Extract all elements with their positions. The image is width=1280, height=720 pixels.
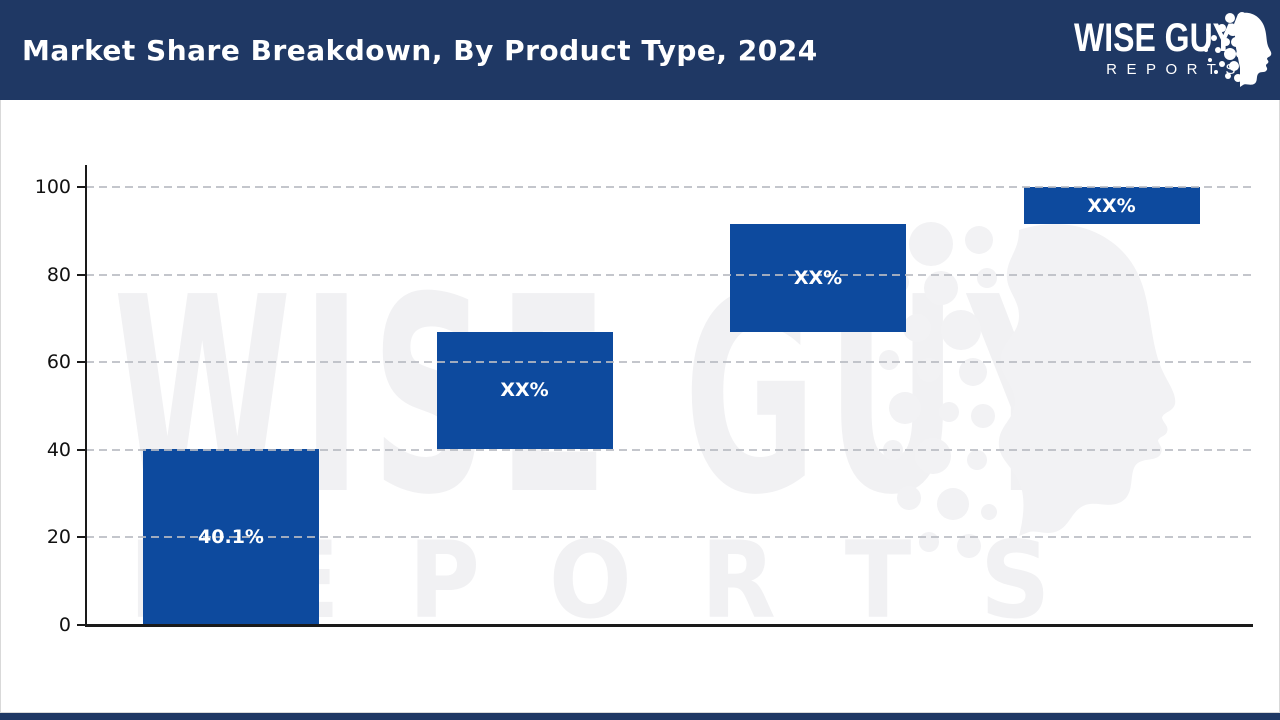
logo-face-icon bbox=[1204, 12, 1272, 87]
y-tick-label-100: 100 bbox=[34, 176, 71, 198]
bar-sweet-crackers bbox=[436, 331, 613, 450]
gridline-60 bbox=[86, 361, 1253, 364]
gridline-20 bbox=[86, 536, 1253, 539]
wise-guy-reports-logo: WISE GUY REPORTS bbox=[1032, 8, 1272, 92]
chart-canvas: WISE GUY R E P O R T S 0 20 40 60 80 100 40.1%… bbox=[0, 100, 1280, 713]
y-axis-line bbox=[85, 165, 87, 626]
bar-dried-fruit-crackers bbox=[1023, 187, 1200, 225]
y-tick-40 bbox=[77, 448, 85, 451]
x-axis-line bbox=[85, 624, 1253, 627]
logo-text: WISE GUY REPORTS bbox=[1074, 18, 1274, 78]
y-tick-label-80: 80 bbox=[46, 263, 71, 286]
y-tick-label-20: 20 bbox=[46, 526, 71, 549]
y-tick-label-0: 0 bbox=[58, 614, 71, 636]
watermark-face-icon bbox=[879, 222, 1176, 558]
y-tick-20 bbox=[77, 536, 85, 539]
gridline-40 bbox=[86, 448, 1253, 451]
y-tick-label-40: 40 bbox=[46, 438, 71, 461]
bar-label-sweet-crackers: XX% bbox=[500, 379, 549, 402]
bar-label-salty-crackers: 40.1% bbox=[198, 526, 264, 549]
y-tick-60 bbox=[77, 361, 85, 364]
logo-subtitle: REPORTS bbox=[1106, 61, 1245, 78]
gridline-80 bbox=[86, 273, 1253, 276]
page-title: Market Share Breakdown, By Product Type,… bbox=[22, 33, 818, 67]
y-tick-label-60: 60 bbox=[46, 351, 71, 374]
bar-savory-crackers bbox=[730, 224, 906, 332]
footer-bar bbox=[0, 713, 1280, 720]
y-tick-80 bbox=[77, 273, 85, 276]
gridline-100 bbox=[86, 186, 1253, 188]
header-bar: Market Share Breakdown, By Product Type,… bbox=[0, 0, 1280, 100]
y-tick-100 bbox=[77, 186, 85, 188]
y-tick-0 bbox=[77, 624, 85, 626]
bar-label-savory-crackers: XX% bbox=[793, 266, 843, 289]
bar-label-dried-fruit-crackers: XX% bbox=[1087, 194, 1136, 217]
